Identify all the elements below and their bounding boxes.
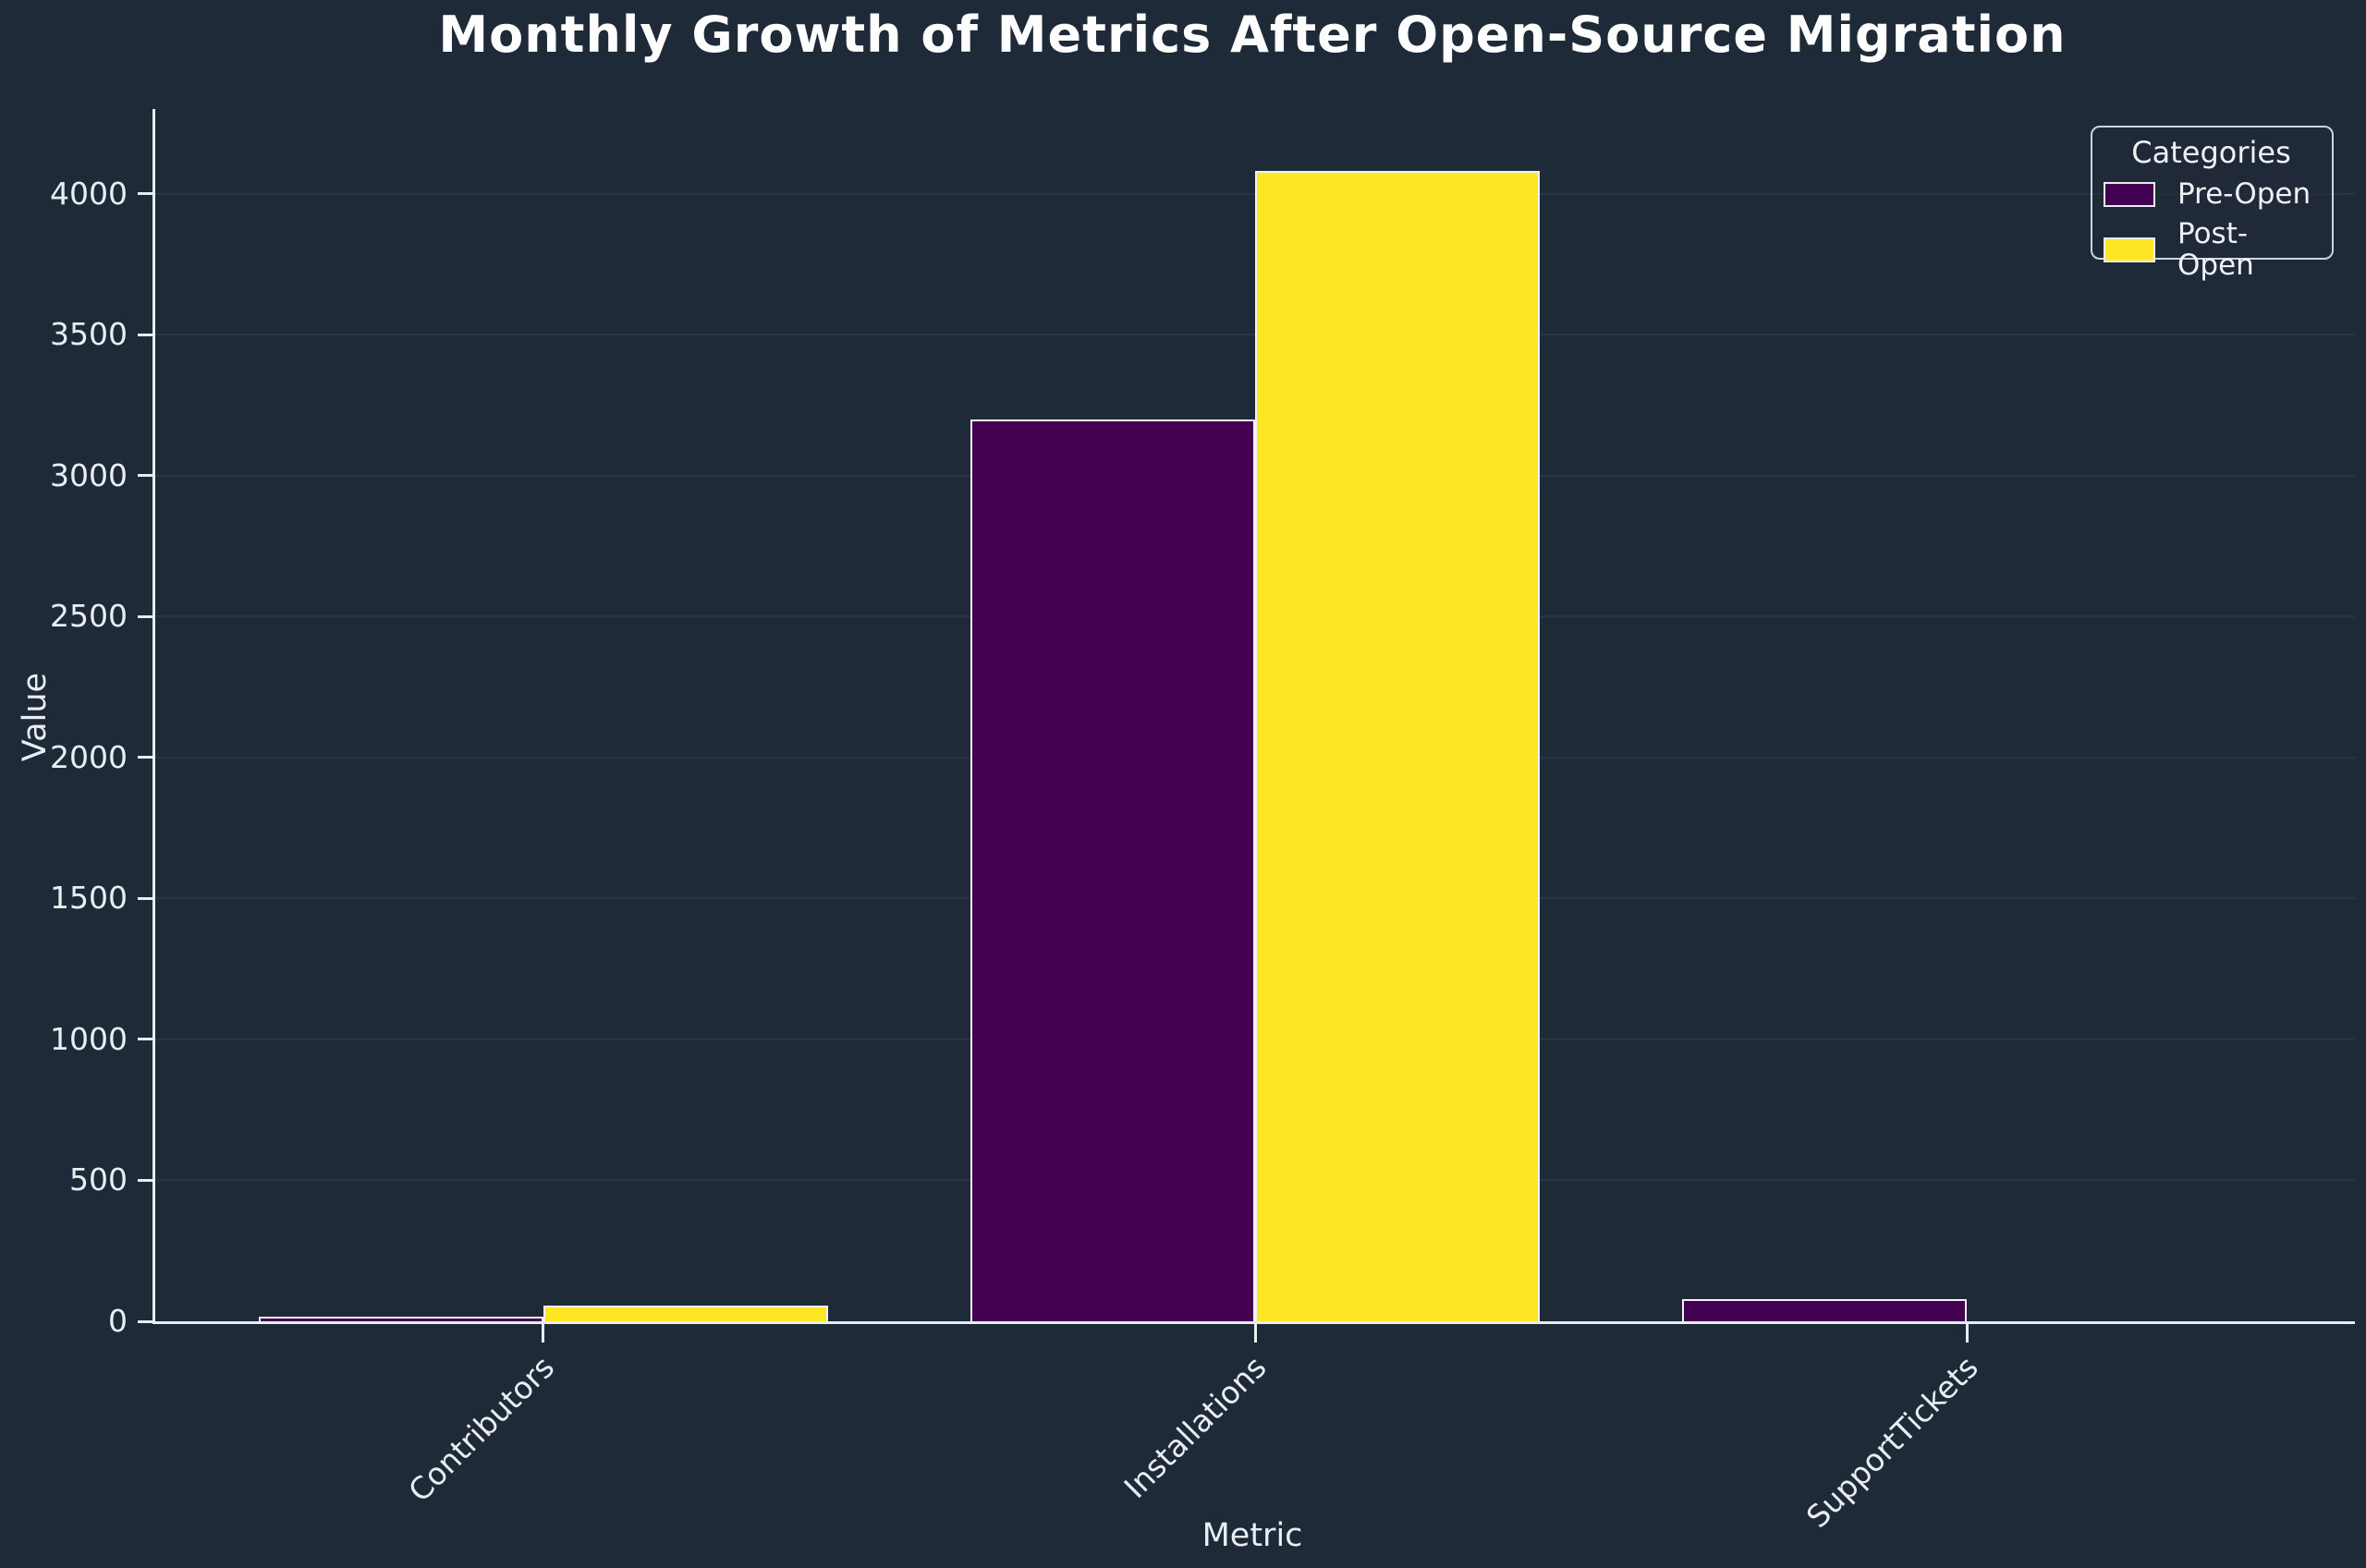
y-tick-label-2500: 2500 — [50, 598, 128, 635]
y-tick-mark-0 — [138, 1319, 152, 1323]
y-tick-mark-4000 — [138, 192, 152, 196]
x-tick-mark-supporttickets — [1965, 1324, 1969, 1343]
y-tick-label-1000: 1000 — [50, 1020, 128, 1057]
y-tick-label-2000: 2000 — [50, 738, 128, 775]
x-tick-label-contributors: Contributors — [401, 1349, 562, 1509]
y-tick-mark-500 — [138, 1178, 152, 1182]
bar-pre-open-installations — [970, 419, 1255, 1321]
y-tick-label-4000: 4000 — [50, 175, 128, 212]
legend-title: Categories — [2131, 135, 2291, 170]
x-tick-mark-contributors — [542, 1324, 545, 1343]
y-tick-mark-3000 — [138, 474, 152, 478]
bar-pre-open-supporttickets — [1682, 1298, 1968, 1321]
y-tick-label-500: 500 — [69, 1161, 128, 1198]
y-tick-mark-3500 — [138, 333, 152, 336]
bar-post-open-contributors — [543, 1306, 828, 1321]
plot-area: 0 500 1000 1500 2000 2500 3000 3500 4000 Contribu… — [50, 109, 2355, 1535]
legend-label-post-open: Post-Open — [2177, 217, 2254, 282]
y-tick-label-1500: 1500 — [50, 880, 128, 917]
y-tick-label-0: 0 — [108, 1303, 128, 1339]
y-tick-mark-1500 — [138, 896, 152, 900]
x-axis-label: Metric — [1201, 1517, 1303, 1554]
y-tick-label-3000: 3000 — [50, 456, 128, 493]
legend: Categories Pre-Open Post-Open — [2091, 126, 2334, 281]
chart-title: Monthly Growth of Metrics After Open-Sou… — [438, 6, 2067, 64]
x-tick-mark-installations — [1253, 1324, 1257, 1343]
y-tick-mark-2000 — [138, 756, 152, 760]
legend-item-pre-open: Pre-Open — [2104, 178, 2319, 210]
y-tick-mark-1000 — [138, 1038, 152, 1041]
bar-pre-open-contributors — [258, 1317, 543, 1321]
y-axis-label: Value — [17, 672, 54, 762]
legend-swatch-pre-open — [2104, 181, 2155, 207]
bar-post-open-installations — [1255, 171, 1541, 1321]
legend-item-post-open: Post-Open — [2104, 218, 2319, 281]
y-tick-label-3500: 3500 — [50, 316, 128, 353]
legend-label-pre-open: Pre-Open — [2177, 177, 2311, 211]
y-tick-mark-2500 — [138, 614, 152, 618]
x-tick-label-installations: Installations — [1116, 1349, 1274, 1505]
legend-swatch-post-open — [2104, 237, 2155, 262]
x-tick-label-supporttickets: SupportTickets — [1799, 1349, 1985, 1536]
